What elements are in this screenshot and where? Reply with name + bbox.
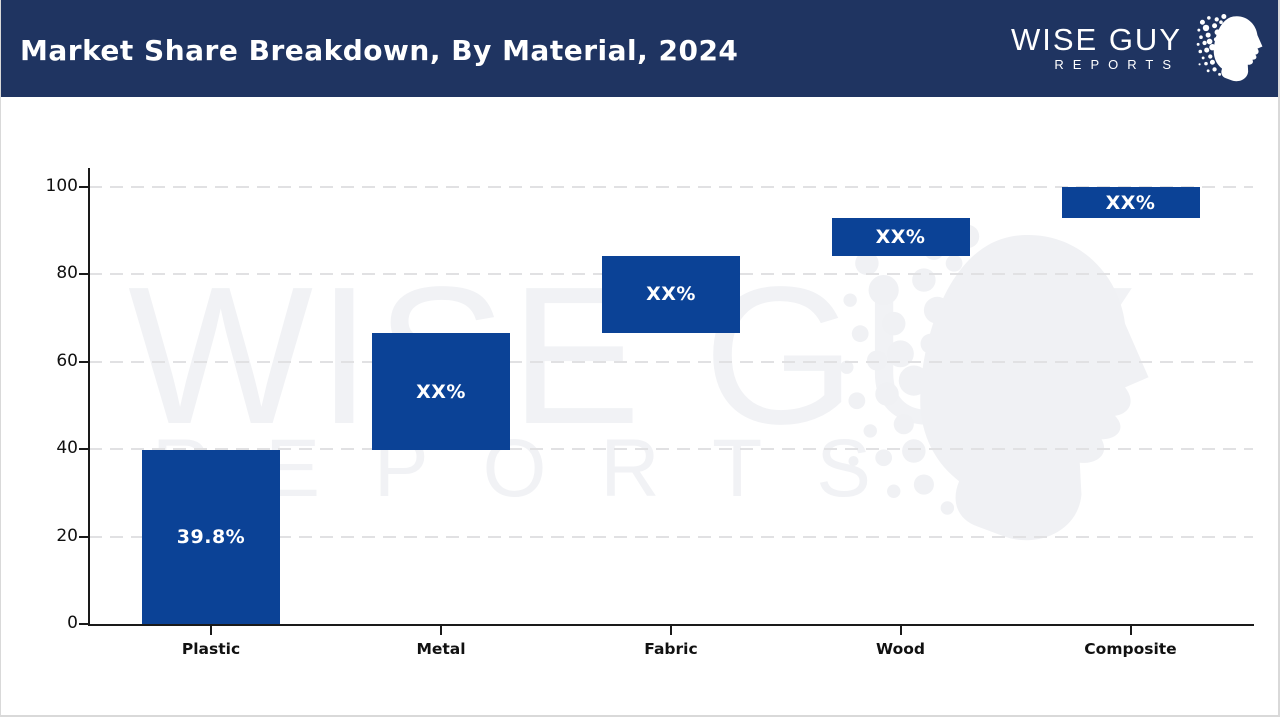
y-tick-mark-20 <box>79 535 88 538</box>
gridline-40 <box>89 448 1253 451</box>
gridline-100 <box>89 186 1253 188</box>
bar-fabric: XX% <box>602 255 740 334</box>
x-axis-label-plastic: Plastic <box>181 640 241 658</box>
header-bar: Market Share Breakdown, By Material, 202… <box>0 0 1280 97</box>
x-tick-mark-metal <box>440 626 442 635</box>
gridline-20 <box>89 535 1253 538</box>
x-axis-line <box>88 624 1254 626</box>
bar-metal: XX% <box>372 333 510 451</box>
x-tick-mark-wood <box>899 626 902 635</box>
y-tick-label-60: 60 <box>56 350 78 371</box>
y-tick-mark-0 <box>79 623 88 625</box>
y-tick-mark-80 <box>79 273 88 276</box>
bar-value-label: XX% <box>1105 191 1156 214</box>
bar-value-label: XX% <box>416 380 466 403</box>
y-tick-label-40: 40 <box>56 438 78 459</box>
bar-composite: XX% <box>1061 187 1200 219</box>
x-tick-mark-fabric <box>670 626 672 635</box>
y-axis-line <box>88 168 90 626</box>
x-axis-label-metal: Metal <box>416 640 466 658</box>
bar-value-label: XX% <box>646 283 696 306</box>
y-tick-mark-100 <box>79 186 88 188</box>
watermark-head-graphic <box>840 224 1149 541</box>
logo-head-icon <box>1196 14 1263 82</box>
wise-guy-logo: WISE GUY REPORTS <box>972 0 1272 97</box>
x-tick-mark-composite <box>1129 626 1132 635</box>
bar-value-label: 39.8% <box>176 526 246 549</box>
page-title: Market Share Breakdown, By Material, 202… <box>20 34 739 67</box>
y-tick-label-0: 0 <box>67 613 78 633</box>
bar-value-label: XX% <box>875 225 926 248</box>
bar-plastic: 39.8% <box>142 450 280 624</box>
y-tick-label-100: 100 <box>45 176 78 196</box>
x-axis-label-fabric: Fabric <box>644 640 698 658</box>
x-tick-mark-plastic <box>210 626 212 635</box>
y-tick-label-20: 20 <box>56 525 78 546</box>
y-tick-mark-40 <box>79 448 88 451</box>
y-tick-mark-60 <box>79 360 88 363</box>
bar-wood: XX% <box>831 218 970 256</box>
gridline-60 <box>89 360 1253 363</box>
x-axis-label-composite: Composite <box>1084 640 1177 658</box>
x-axis-label-wood: Wood <box>876 640 925 658</box>
logo-wordmark: WISE GUY <box>1010 22 1182 57</box>
logo-subtitle: REPORTS <box>1054 57 1180 72</box>
y-tick-label-80: 80 <box>56 263 78 284</box>
